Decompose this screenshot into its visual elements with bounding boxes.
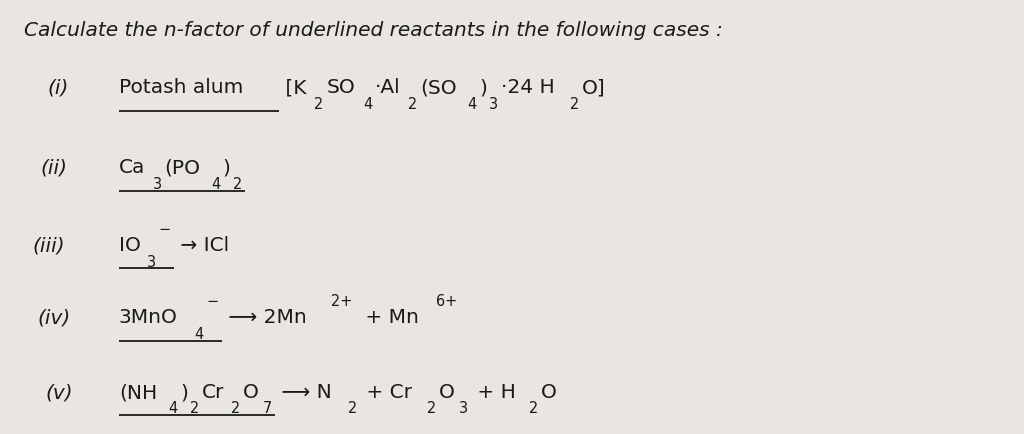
Text: (v): (v) xyxy=(45,382,73,401)
Text: 7: 7 xyxy=(263,401,272,415)
Text: 2: 2 xyxy=(232,176,242,191)
Text: ·24 H: ·24 H xyxy=(501,78,555,97)
Text: 2: 2 xyxy=(348,401,357,415)
Text: 4: 4 xyxy=(211,176,220,191)
Text: ⟶ 2Mn: ⟶ 2Mn xyxy=(222,308,307,326)
Text: −: − xyxy=(159,221,171,236)
Text: 2: 2 xyxy=(190,401,200,415)
Text: 4: 4 xyxy=(364,96,373,112)
Text: ): ) xyxy=(180,382,187,401)
Text: IO: IO xyxy=(119,236,140,254)
Text: + H: + H xyxy=(471,382,516,401)
Text: O]: O] xyxy=(582,78,605,97)
Text: 4: 4 xyxy=(168,401,177,415)
Text: 3: 3 xyxy=(153,176,162,191)
Text: + Mn: + Mn xyxy=(358,308,419,326)
Text: −: − xyxy=(207,293,218,308)
Text: (PO: (PO xyxy=(165,158,201,177)
Text: 3: 3 xyxy=(459,401,468,415)
Text: (SO: (SO xyxy=(420,78,457,97)
Text: 4: 4 xyxy=(195,326,204,341)
Text: ): ) xyxy=(223,158,230,177)
Text: Cr: Cr xyxy=(202,382,224,401)
Text: 3: 3 xyxy=(147,254,156,269)
Text: 2+: 2+ xyxy=(331,293,352,308)
Text: O: O xyxy=(243,382,259,401)
Text: 2: 2 xyxy=(408,96,418,112)
Text: ⟶ N: ⟶ N xyxy=(275,382,332,401)
Text: 2: 2 xyxy=(230,401,240,415)
Text: SO: SO xyxy=(327,78,355,97)
Text: 2: 2 xyxy=(528,401,538,415)
Text: Ca: Ca xyxy=(119,158,145,177)
Text: 3MnO: 3MnO xyxy=(119,308,178,326)
Text: Calculate the n-factor of underlined reactants in the following cases :: Calculate the n-factor of underlined rea… xyxy=(24,21,723,40)
Text: + Cr: + Cr xyxy=(360,382,412,401)
Text: 2: 2 xyxy=(314,96,324,112)
Text: [K: [K xyxy=(279,78,306,97)
Text: (NH: (NH xyxy=(119,382,157,401)
Text: ·Al: ·Al xyxy=(375,78,400,97)
Text: O: O xyxy=(438,382,455,401)
Text: 6+: 6+ xyxy=(435,293,457,308)
Text: ): ) xyxy=(479,78,486,97)
Text: (iv): (iv) xyxy=(37,308,71,326)
Text: (ii): (ii) xyxy=(40,158,68,177)
Text: (i): (i) xyxy=(47,78,69,97)
Text: → ICl: → ICl xyxy=(174,236,229,254)
Text: O: O xyxy=(541,382,556,401)
Text: (iii): (iii) xyxy=(32,236,65,254)
Text: 2: 2 xyxy=(427,401,436,415)
Text: 3: 3 xyxy=(489,96,499,112)
Text: Potash alum: Potash alum xyxy=(119,78,244,97)
Text: 4: 4 xyxy=(467,96,476,112)
Text: 2: 2 xyxy=(570,96,580,112)
